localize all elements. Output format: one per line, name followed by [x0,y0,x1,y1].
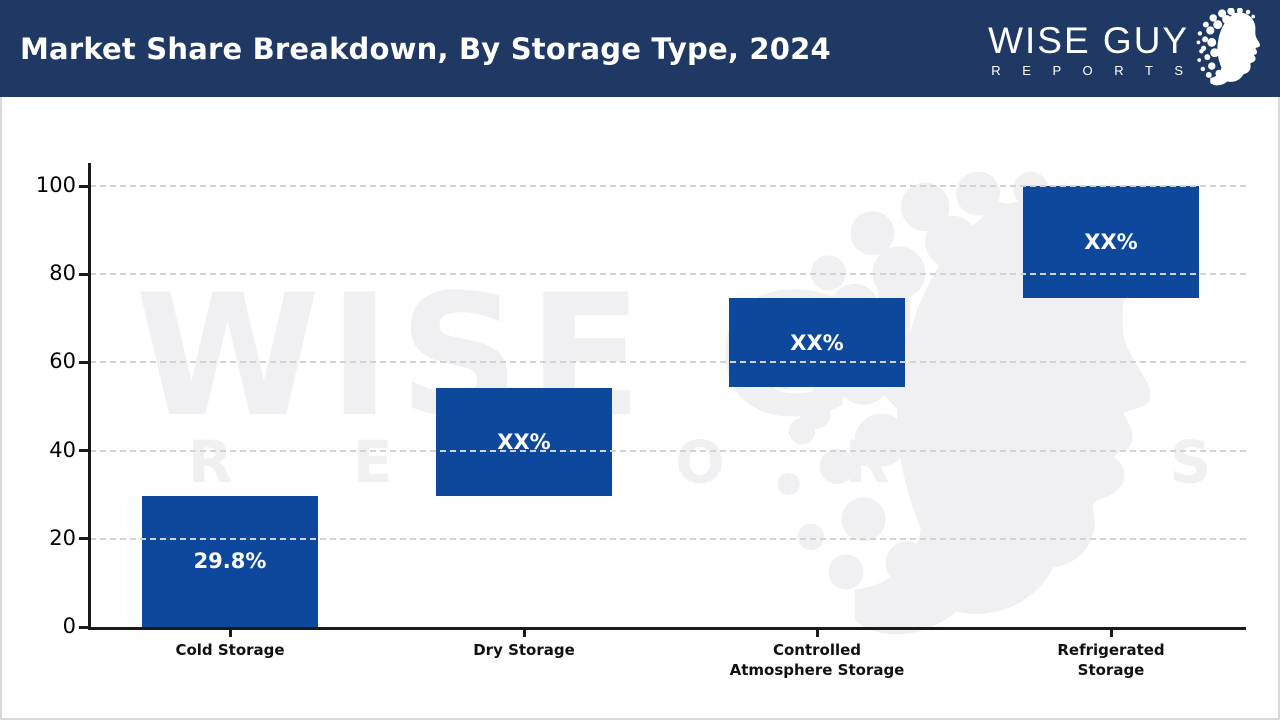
x-axis-category-label: Cold Storage [175,641,285,659]
bar-value-label: XX% [1084,230,1138,254]
bar-controlled-atmosphere-storage: XX% [729,298,905,388]
y-axis-tick-label: 0 [62,614,76,638]
x-tick-mark [522,629,526,637]
logo-text: WISE GUY R E P O R T S [985,19,1192,78]
bar-dry-storage: XX% [436,387,612,496]
bar-value-label: 29.8% [193,549,267,574]
header-bar: Market Share Breakdown, By Storage Type,… [0,0,1280,97]
y-gridline [90,185,1246,187]
y-gridline [90,449,1246,452]
bar-refrigerated-storage: XX% [1023,186,1199,298]
y-tick-mark [79,625,88,629]
y-tick-mark [79,184,88,188]
chart-title: Market Share Breakdown, By Storage Type,… [20,31,831,66]
y-gridline [90,361,1246,364]
y-axis-tick-label: 60 [49,349,76,374]
logo-wiseguy-label: WISE GUY [988,19,1190,61]
y-axis-tick-label: 80 [49,261,76,286]
logo-reports-label: R E P O R T S [991,62,1192,78]
bar-cold-storage: 29.8% [142,495,318,627]
x-tick-mark [1109,629,1113,637]
y-axis-tick-label: 100 [35,173,76,197]
y-tick-mark [79,272,88,276]
x-axis-category-label: Controlled Atmosphere Storage [729,641,905,679]
bar-value-label: XX% [790,330,844,355]
x-tick-mark [228,629,232,637]
y-tick-mark [79,360,88,364]
y-tick-mark [79,449,88,453]
logo-face-dots-icon [1196,8,1261,86]
x-axis-category-label: Dry Storage [473,641,575,659]
y-gridline [90,273,1246,276]
wise-guy-reports-logo: WISE GUY R E P O R T S [985,8,1268,90]
x-axis-category-label: Refrigerated Storage [1057,641,1165,679]
x-axis-spine [88,627,1246,630]
y-axis-spine [88,163,91,630]
y-tick-mark [79,537,88,541]
y-axis-tick-label: 20 [49,525,76,550]
y-gridline [90,537,1246,540]
x-tick-mark [815,629,819,637]
y-axis-tick-label: 40 [49,437,76,462]
